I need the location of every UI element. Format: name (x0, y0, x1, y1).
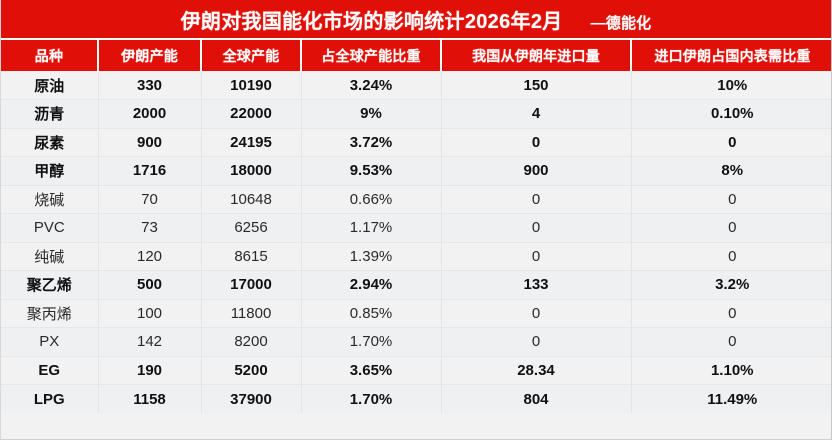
cell-annual-import: 28.34 (441, 356, 632, 385)
cell-iran-capacity: 120 (98, 242, 202, 271)
column-header-global-capacity: 全球产能 (201, 38, 302, 71)
title-banner: 伊朗对我国能化市场的影响统计2026年2月 —德能化 (1, 0, 831, 38)
cell-global-share: 0.85% (301, 299, 442, 328)
table-row: 甲醇 1716 18000 9.53% 900 8% (1, 156, 831, 186)
cell-category: EG (1, 356, 99, 385)
cell-iran-capacity: 500 (98, 270, 202, 300)
column-header-global-share: 占全球产能比重 (301, 38, 442, 71)
cell-domestic-share: 0 (631, 299, 831, 328)
cell-global-share: 1.70% (301, 327, 442, 357)
cell-global-capacity: 17000 (201, 270, 302, 300)
table-row: 沥青 2000 22000 9% 4 0.10% (1, 99, 831, 129)
cell-category: PX (1, 327, 99, 357)
table-row: 烧碱 70 10648 0.66% 0 0 (1, 185, 831, 214)
cell-global-share: 9% (301, 99, 442, 129)
cell-global-capacity: 5200 (201, 356, 302, 385)
table-row: 聚丙烯 100 11800 0.85% 0 0 (1, 299, 831, 328)
column-header-domestic-share: 进口伊朗占国内表需比重 (631, 38, 831, 71)
cell-annual-import: 900 (441, 156, 632, 186)
column-header-category: 品种 (1, 38, 99, 71)
cell-global-share: 0.66% (301, 185, 442, 214)
cell-global-capacity: 37900 (201, 384, 302, 413)
cell-domestic-share: 0 (631, 128, 831, 157)
impact-statistics-table: 品种 伊朗产能 全球产能 占全球产能比重 我国从伊朗年进口量 进口伊朗占国内表需… (1, 38, 831, 413)
cell-annual-import: 0 (441, 327, 632, 357)
cell-annual-import: 804 (441, 384, 632, 413)
cell-global-share: 1.17% (301, 213, 442, 243)
cell-iran-capacity: 190 (98, 356, 202, 385)
cell-category: LPG (1, 384, 99, 413)
cell-global-share: 1.70% (301, 384, 442, 413)
cell-annual-import: 0 (441, 213, 632, 243)
cell-domestic-share: 11.49% (707, 390, 758, 408)
cell-global-capacity: 6256 (201, 213, 302, 243)
table-head: 品种 伊朗产能 全球产能 占全球产能比重 我国从伊朗年进口量 进口伊朗占国内表需… (1, 38, 831, 71)
cell-domestic-share: 0 (631, 242, 831, 271)
cell-annual-import: 4 (441, 99, 632, 129)
column-header-annual-import: 我国从伊朗年进口量 (441, 38, 632, 71)
cell-domestic-share: 0 (631, 213, 831, 243)
cell-global-capacity: 10190 (201, 71, 302, 100)
cell-category: 烧碱 (1, 185, 99, 214)
table-row: PX 142 8200 1.70% 0 0 (1, 327, 831, 357)
cell-domestic-share: 0 (631, 185, 831, 214)
cell-iran-capacity: 1158 (98, 384, 202, 413)
cell-iran-capacity: 900 (98, 128, 202, 157)
table-body: 原油 330 10190 3.24% 150 10% 沥青 2000 22000 9% 4 0.10%… (1, 71, 831, 413)
cell-annual-import: 0 (441, 299, 632, 328)
cell-category: 纯碱 (1, 242, 99, 271)
cell-category: 沥青 (1, 99, 99, 129)
cell-iran-capacity: 2000 (98, 99, 202, 129)
cell-global-capacity: 8615 (201, 242, 302, 271)
cell-category: 聚丙烯 (1, 299, 99, 328)
cell-global-share: 1.39% (301, 242, 442, 271)
cell-global-share: 2.94% (301, 270, 442, 300)
cell-global-capacity: 10648 (201, 185, 302, 214)
cell-annual-import: 0 (441, 185, 632, 214)
cell-domestic-share: 0 (631, 327, 831, 357)
cell-global-capacity: 24195 (201, 128, 302, 157)
cell-global-share: 3.65% (301, 356, 442, 385)
title-credit: —德能化 (590, 14, 652, 32)
cell-domestic-share: 8% (631, 156, 831, 186)
cell-global-capacity: 18000 (201, 156, 302, 186)
cell-annual-import: 0 (441, 242, 632, 271)
cell-annual-import: 150 (441, 71, 632, 100)
cell-iran-capacity: 330 (98, 71, 202, 100)
cell-iran-capacity: 100 (98, 299, 202, 328)
cell-global-capacity: 22000 (201, 99, 302, 129)
page-title: 伊朗对我国能化市场的影响统计2026年2月 (180, 10, 563, 33)
cell-global-capacity: 8200 (201, 327, 302, 357)
cell-domestic-share: 0.10% (631, 99, 831, 129)
cell-category: 原油 (1, 71, 99, 100)
cell-iran-capacity: 1716 (98, 156, 202, 186)
column-header-iran-capacity: 伊朗产能 (98, 38, 202, 71)
table-row: PVC 73 6256 1.17% 0 0 (1, 213, 831, 243)
cell-annual-import: 0 (441, 128, 632, 157)
title-banner-inner: 伊朗对我国能化市场的影响统计2026年2月 —德能化 (181, 5, 652, 34)
table-header-row: 品种 伊朗产能 全球产能 占全球产能比重 我国从伊朗年进口量 进口伊朗占国内表需… (1, 38, 831, 71)
cell-global-share: 9.53% (301, 156, 442, 186)
cell-iran-capacity: 73 (98, 213, 202, 243)
cell-category: 甲醇 (1, 156, 99, 186)
cell-category: 尿素 (1, 128, 99, 157)
cell-iran-capacity: 70 (98, 185, 202, 214)
cell-global-share: 3.72% (301, 128, 442, 157)
cell-category: PVC (1, 213, 99, 243)
table-row: 尿素 900 24195 3.72% 0 0 (1, 128, 831, 157)
cell-domestic-share: 3.2% (631, 270, 831, 300)
cell-global-capacity: 11800 (201, 299, 302, 328)
table-row: EG 190 5200 3.65% 28.34 1.10% (1, 356, 831, 385)
table-row: 纯碱 120 8615 1.39% 0 0 (1, 242, 831, 271)
table-row: LPG 1158 37900 1.70% 804 11.49% (1, 384, 831, 413)
cell-global-share: 3.24% (301, 71, 442, 100)
cell-category: 聚乙烯 (1, 270, 99, 300)
cell-domestic-share: 10% (631, 71, 831, 100)
table-row: 原油 330 10190 3.24% 150 10% (1, 71, 831, 100)
table-row: 聚乙烯 500 17000 2.94% 133 3.2% (1, 270, 831, 300)
cell-annual-import: 133 (441, 270, 632, 300)
cell-domestic-share: 1.10% (631, 356, 831, 385)
cell-iran-capacity: 142 (98, 327, 202, 357)
